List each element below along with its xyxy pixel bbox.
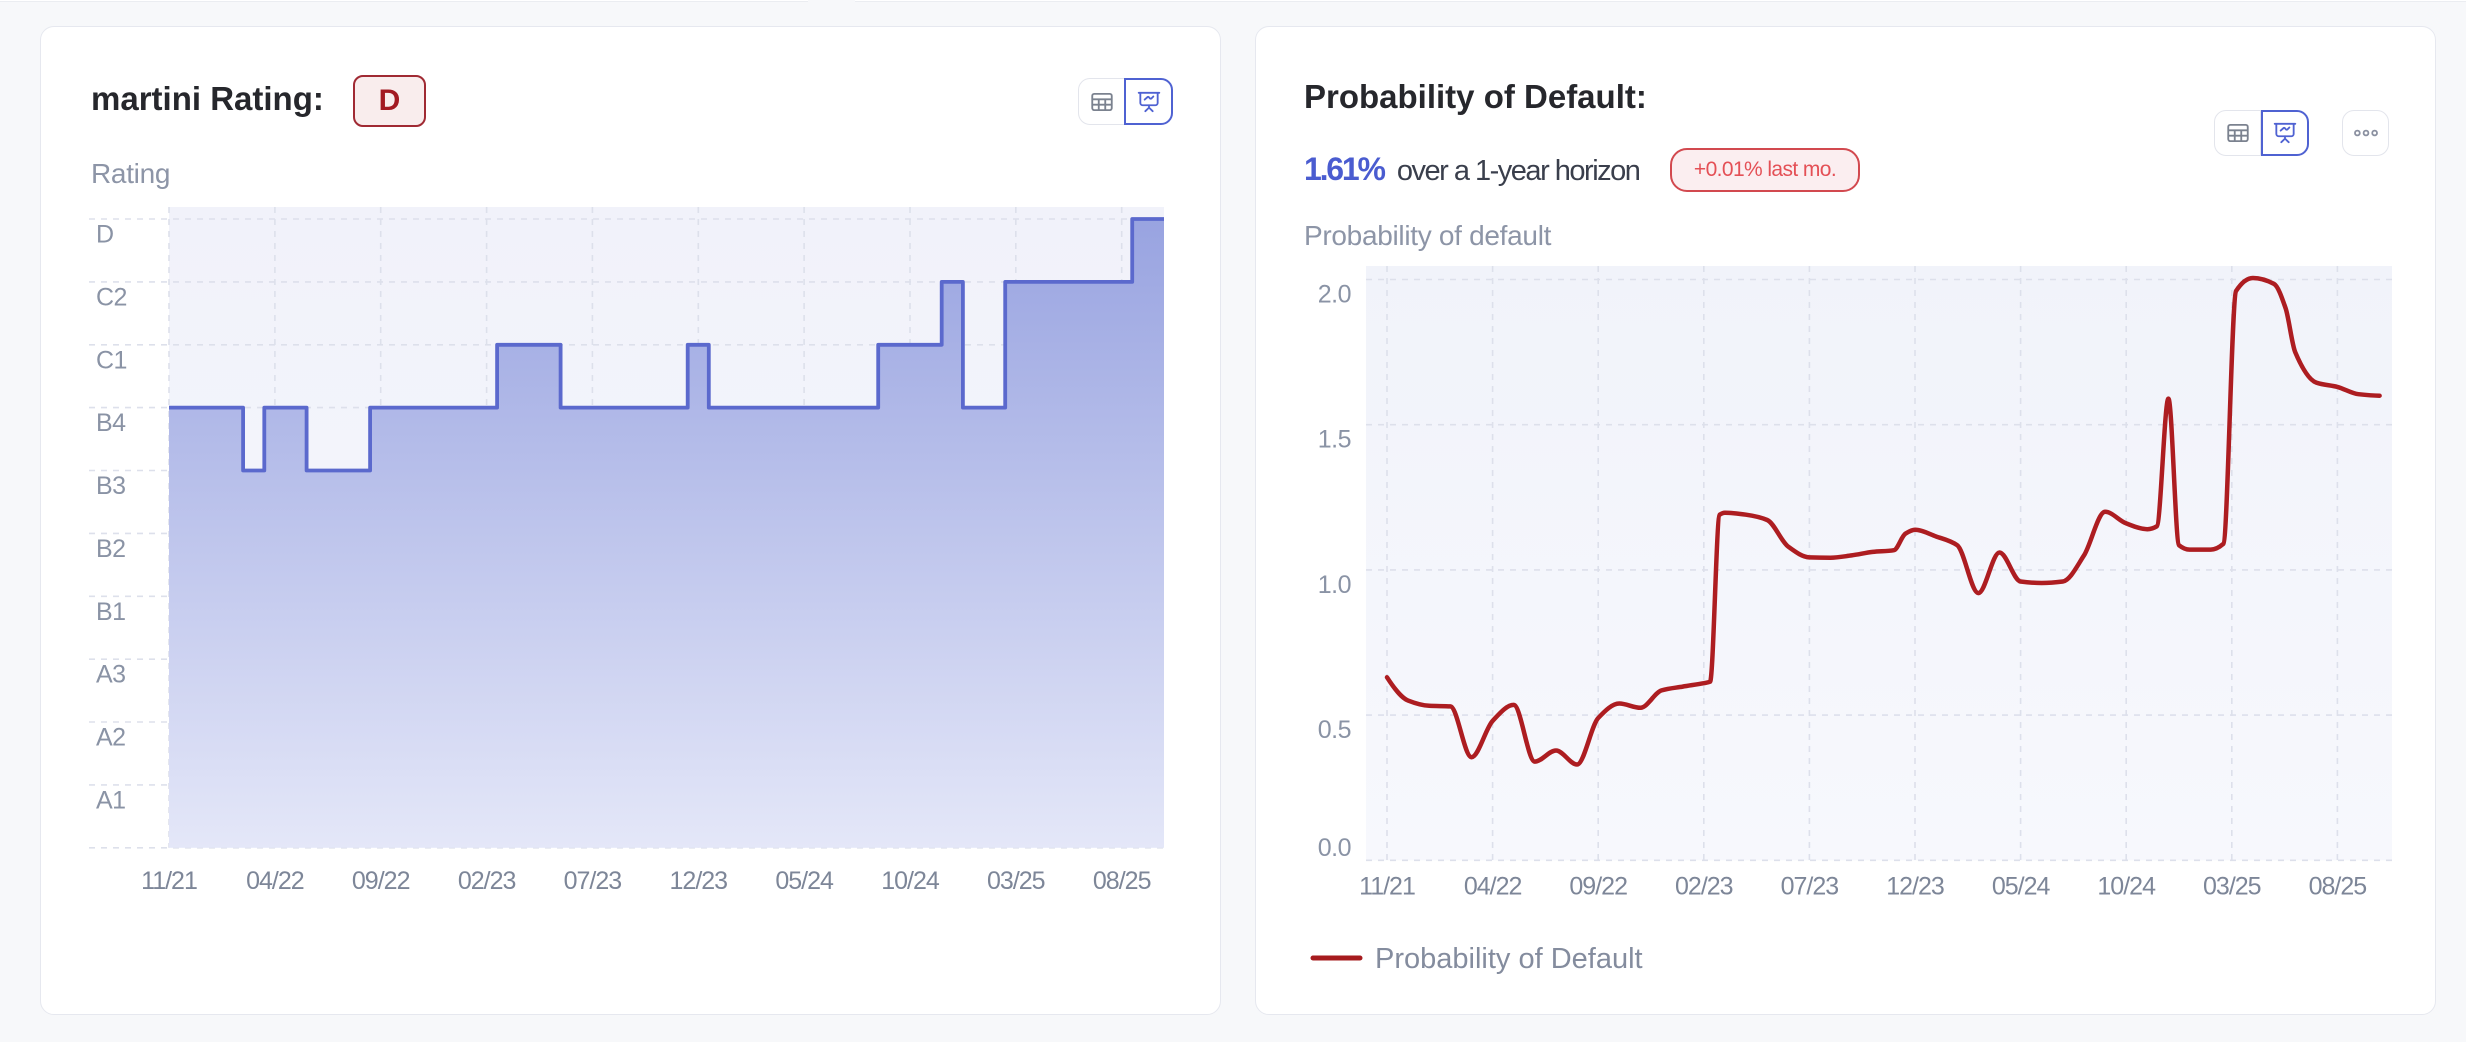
svg-text:2.0: 2.0	[1318, 281, 1351, 309]
svg-text:1.5: 1.5	[1318, 426, 1351, 454]
svg-text:03/25: 03/25	[2203, 873, 2261, 901]
svg-text:B3: B3	[96, 472, 126, 500]
svg-text:10/24: 10/24	[2097, 873, 2156, 901]
svg-text:A2: A2	[96, 724, 126, 752]
svg-text:1.0: 1.0	[1318, 571, 1351, 599]
svg-text:D: D	[96, 221, 114, 249]
svg-text:10/24: 10/24	[881, 867, 940, 895]
svg-text:07/23: 07/23	[1781, 873, 1839, 901]
svg-text:02/23: 02/23	[458, 867, 516, 895]
svg-text:B1: B1	[96, 598, 126, 626]
svg-text:03/25: 03/25	[987, 867, 1045, 895]
svg-text:0.5: 0.5	[1318, 716, 1351, 744]
svg-text:A1: A1	[96, 786, 126, 814]
svg-text:C1: C1	[96, 346, 127, 374]
svg-text:02/23: 02/23	[1675, 873, 1733, 901]
svg-text:04/22: 04/22	[1464, 873, 1522, 901]
svg-text:A3: A3	[96, 661, 126, 689]
svg-text:09/22: 09/22	[352, 867, 410, 895]
svg-text:0.0: 0.0	[1318, 834, 1351, 862]
svg-text:04/22: 04/22	[246, 867, 304, 895]
svg-text:05/24: 05/24	[775, 867, 834, 895]
svg-text:09/22: 09/22	[1569, 873, 1627, 901]
svg-text:11/21: 11/21	[1359, 873, 1415, 901]
svg-text:B4: B4	[96, 409, 126, 437]
svg-text:B2: B2	[96, 535, 126, 563]
svg-text:05/24: 05/24	[1992, 873, 2051, 901]
svg-text:08/25: 08/25	[1093, 867, 1151, 895]
svg-text:12/23: 12/23	[670, 867, 728, 895]
svg-text:08/25: 08/25	[2309, 873, 2367, 901]
svg-text:07/23: 07/23	[564, 867, 622, 895]
svg-text:11/21: 11/21	[141, 867, 197, 895]
svg-text:C2: C2	[96, 283, 127, 311]
svg-text:12/23: 12/23	[1886, 873, 1944, 901]
svg-text:Probability of Default: Probability of Default	[1375, 943, 1643, 975]
